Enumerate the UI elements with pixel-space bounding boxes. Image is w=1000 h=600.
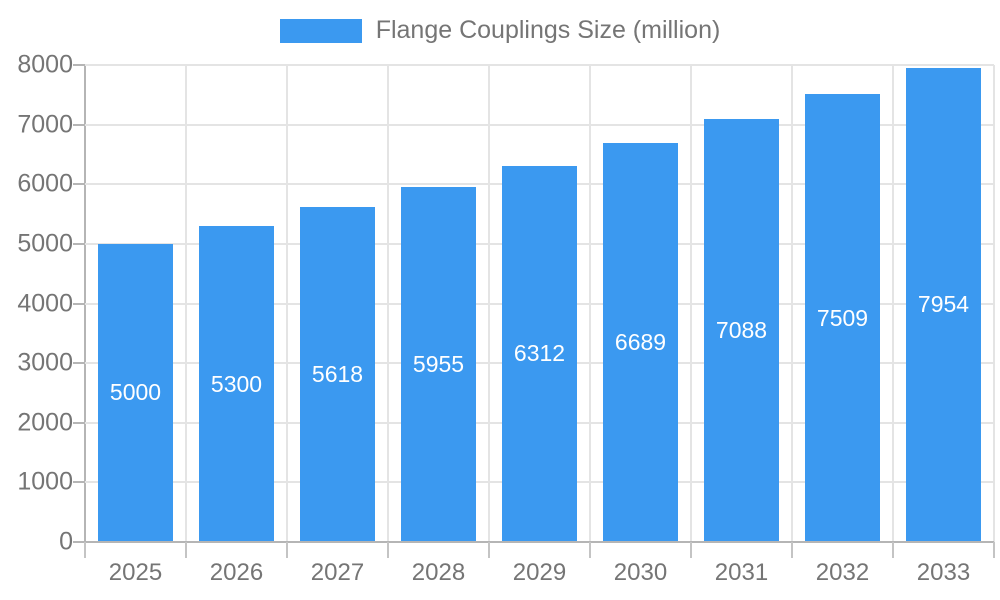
bar-value-label: 5618 [311, 361, 364, 388]
y-axis-tick-label: 3000 [17, 348, 73, 377]
bar-value-label: 6312 [513, 340, 566, 367]
gridline-vertical [892, 65, 894, 542]
x-axis-tick [488, 542, 490, 558]
bar[interactable]: 7509 [805, 94, 880, 542]
x-axis-tick [185, 542, 187, 558]
x-axis-tick [993, 542, 995, 558]
bar[interactable]: 7088 [704, 119, 779, 542]
y-axis-tick [73, 362, 85, 365]
x-axis-tick [286, 542, 288, 558]
y-axis-tick [73, 64, 85, 66]
x-axis-tick-label: 2027 [310, 559, 365, 586]
x-axis-tick-label: 2032 [815, 559, 870, 586]
x-axis-tick-label: 2030 [613, 559, 668, 586]
bar[interactable]: 5618 [300, 207, 375, 542]
x-axis-tick-label: 2031 [714, 559, 769, 586]
bar-value-label: 7509 [816, 304, 869, 331]
y-axis-tick [73, 242, 85, 245]
x-axis-tick-label: 2033 [916, 559, 971, 586]
gridline-vertical [387, 65, 389, 542]
bar[interactable]: 5300 [199, 226, 274, 542]
gridline-vertical [185, 65, 187, 542]
x-axis-tick-label: 2025 [108, 559, 163, 586]
x-axis-tick [84, 542, 86, 558]
x-axis-tick [589, 542, 591, 558]
y-axis-tick [73, 541, 85, 543]
x-axis-tick [892, 542, 894, 558]
x-axis-line [85, 541, 994, 543]
x-axis-tick [387, 542, 389, 558]
x-axis-tick-label: 2029 [512, 559, 567, 586]
y-axis-tick-label: 6000 [17, 169, 73, 198]
plot-area: 5000 5300 5618 5955 6312 6689 7088 7509 7954 [85, 64, 995, 542]
y-axis-tick [73, 481, 85, 484]
y-axis-tick-label: 1000 [17, 467, 73, 496]
bar-value-label: 5300 [210, 370, 263, 397]
x-axis-tick [690, 542, 692, 558]
gridline-vertical [488, 65, 490, 542]
x-axis-tick-label: 2026 [209, 559, 264, 586]
gridline-vertical [589, 65, 591, 542]
y-axis-tick [73, 123, 85, 126]
y-axis-tick [73, 302, 85, 305]
x-axis-tick [791, 542, 793, 558]
gridline-vertical [690, 65, 692, 542]
y-axis-tick-label: 8000 [17, 50, 73, 79]
legend-swatch-icon [279, 18, 362, 43]
bar[interactable]: 5955 [401, 186, 476, 542]
y-axis-tick-label: 5000 [17, 229, 73, 258]
gridline-vertical [993, 65, 995, 542]
bar-value-label: 5955 [412, 350, 465, 377]
gridline-vertical [286, 65, 288, 542]
bar[interactable]: 5000 [98, 243, 173, 542]
bar-value-label: 5000 [109, 379, 162, 406]
bar-value-label: 7088 [715, 317, 768, 344]
x-axis-tick-label: 2028 [411, 559, 466, 586]
gridline-horizontal [85, 123, 994, 126]
legend-label: Flange Couplings Size (million) [375, 16, 721, 44]
y-axis-tick-label: 4000 [17, 289, 73, 317]
bar[interactable]: 6312 [502, 165, 577, 542]
bar-value-label: 6689 [614, 329, 667, 356]
y-axis-tick-label: 2000 [17, 408, 73, 437]
y-axis-tick [73, 421, 85, 424]
bar[interactable]: 7954 [906, 67, 981, 542]
y-axis-tick-label: 0 [59, 527, 73, 556]
bar-value-label: 7954 [917, 291, 970, 318]
gridline-vertical [791, 65, 793, 542]
legend[interactable]: Flange Couplings Size (million) [0, 16, 1000, 45]
gridline-horizontal [85, 64, 994, 66]
bar[interactable]: 6689 [603, 143, 678, 542]
y-axis-tick [73, 183, 85, 186]
y-axis-tick-label: 7000 [17, 110, 73, 139]
